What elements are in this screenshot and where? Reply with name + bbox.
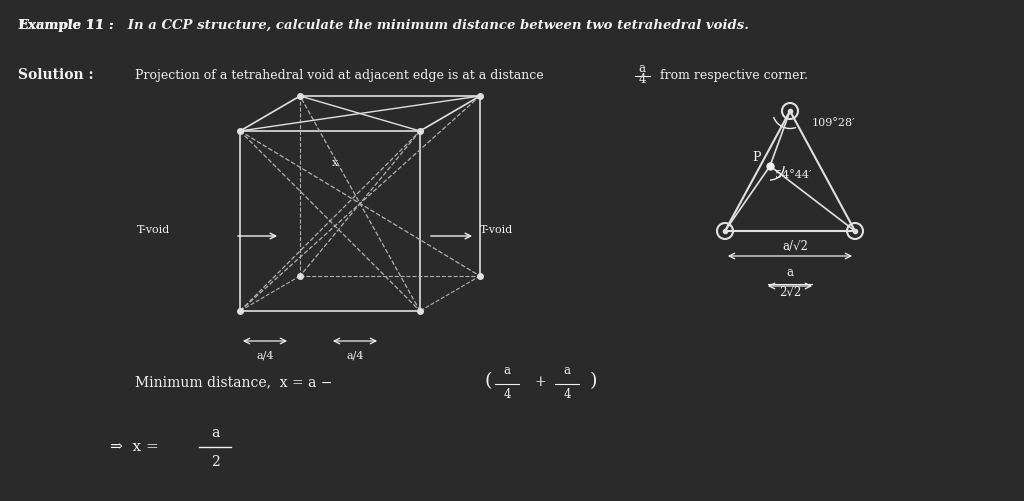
Text: a/√2: a/√2	[782, 240, 808, 253]
Text: Minimum distance,  x = a −: Minimum distance, x = a −	[135, 375, 333, 389]
Text: T-void: T-void	[480, 225, 513, 235]
Text: a: a	[563, 364, 570, 377]
Text: ): )	[590, 372, 597, 390]
Text: a: a	[211, 426, 219, 440]
Text: 2: 2	[211, 455, 219, 469]
Text: 2√2: 2√2	[779, 286, 801, 299]
Text: Example 11 :   In a CCP structure, calculate the minimum distance between two te: Example 11 : In a CCP structure, calcula…	[18, 19, 749, 32]
Text: x: x	[332, 158, 338, 168]
Text: a: a	[504, 364, 511, 377]
Text: ⇒  x =: ⇒ x =	[110, 440, 159, 454]
Text: 4: 4	[638, 73, 646, 86]
Text: T-void: T-void	[137, 225, 170, 235]
Text: Solution :: Solution :	[18, 68, 93, 82]
Text: a: a	[786, 266, 794, 279]
Text: +: +	[535, 375, 547, 389]
Text: Projection of a tetrahedral void at adjacent edge is at a distance: Projection of a tetrahedral void at adja…	[135, 69, 544, 82]
Text: a/4: a/4	[256, 351, 273, 361]
Text: 109°28′: 109°28′	[812, 118, 856, 128]
Text: from respective corner.: from respective corner.	[660, 69, 808, 82]
Text: a/4: a/4	[346, 351, 364, 361]
Text: 4: 4	[503, 388, 511, 401]
Text: P: P	[752, 151, 761, 164]
Text: 4: 4	[563, 388, 570, 401]
Text: 54°44′: 54°44′	[775, 170, 811, 180]
Text: a: a	[639, 63, 645, 76]
Text: (: (	[485, 372, 493, 390]
Text: Example 11 :: Example 11 :	[18, 19, 114, 32]
